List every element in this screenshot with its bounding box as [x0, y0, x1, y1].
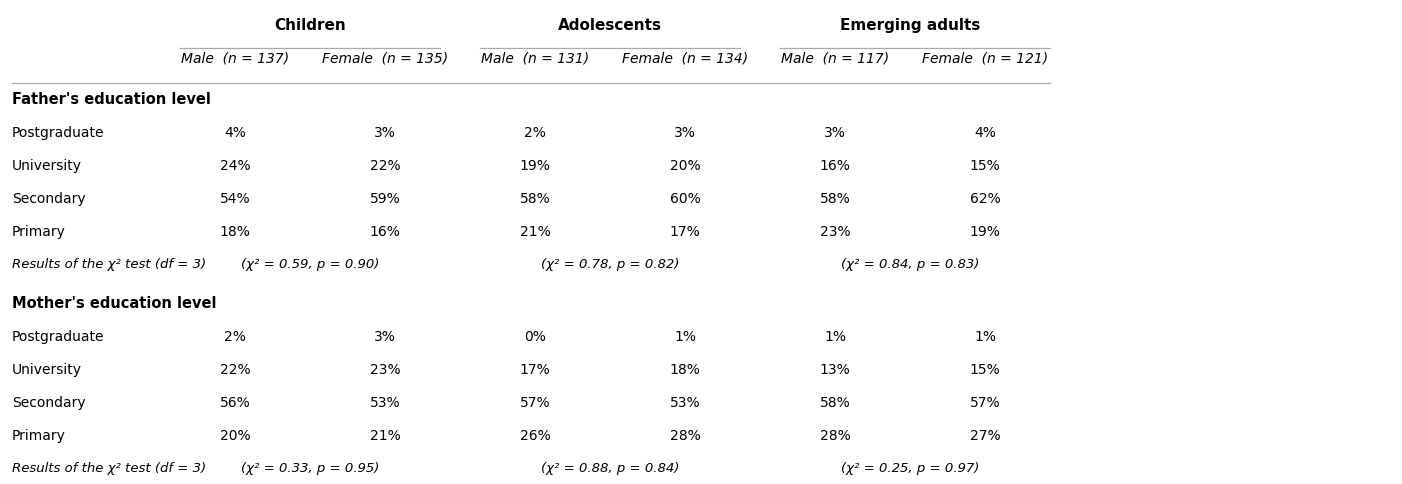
Text: 19%: 19% [520, 159, 551, 173]
Text: Secondary: Secondary [13, 192, 86, 206]
Text: 17%: 17% [670, 225, 701, 239]
Text: Results of the χ² test (df = 3): Results of the χ² test (df = 3) [13, 258, 206, 271]
Text: 16%: 16% [820, 159, 851, 173]
Text: Postgraduate: Postgraduate [13, 330, 105, 344]
Text: 23%: 23% [820, 225, 850, 239]
Text: 4%: 4% [974, 126, 995, 140]
Text: Primary: Primary [13, 225, 66, 239]
Text: (χ² = 0.25, p = 0.97): (χ² = 0.25, p = 0.97) [841, 462, 979, 475]
Text: 16%: 16% [370, 225, 401, 239]
Text: 22%: 22% [220, 363, 251, 377]
Text: 56%: 56% [220, 396, 251, 410]
Text: 13%: 13% [820, 363, 851, 377]
Text: 23%: 23% [370, 363, 401, 377]
Text: 15%: 15% [970, 159, 1001, 173]
Text: Female  (n = 135): Female (n = 135) [322, 51, 449, 65]
Text: University: University [13, 363, 81, 377]
Text: 17%: 17% [520, 363, 551, 377]
Text: 18%: 18% [670, 363, 701, 377]
Text: 60%: 60% [670, 192, 701, 206]
Text: Primary: Primary [13, 429, 66, 443]
Text: 24%: 24% [220, 159, 251, 173]
Text: Mother's education level: Mother's education level [13, 296, 216, 311]
Text: 62%: 62% [970, 192, 1001, 206]
Text: 0%: 0% [524, 330, 545, 344]
Text: (χ² = 0.59, p = 0.90): (χ² = 0.59, p = 0.90) [241, 258, 379, 271]
Text: 22%: 22% [370, 159, 401, 173]
Text: 3%: 3% [374, 126, 395, 140]
Text: 1%: 1% [674, 330, 695, 344]
Text: 26%: 26% [520, 429, 551, 443]
Text: 57%: 57% [970, 396, 1000, 410]
Text: (χ² = 0.78, p = 0.82): (χ² = 0.78, p = 0.82) [541, 258, 679, 271]
Text: Children: Children [275, 18, 346, 33]
Text: 54%: 54% [220, 192, 251, 206]
Text: 58%: 58% [520, 192, 551, 206]
Text: 3%: 3% [674, 126, 695, 140]
Text: 57%: 57% [520, 396, 551, 410]
Text: 1%: 1% [824, 330, 845, 344]
Text: Female  (n = 121): Female (n = 121) [923, 51, 1049, 65]
Text: 59%: 59% [370, 192, 401, 206]
Text: 20%: 20% [220, 429, 251, 443]
Text: 20%: 20% [670, 159, 701, 173]
Text: Female  (n = 134): Female (n = 134) [622, 51, 749, 65]
Text: 4%: 4% [224, 126, 245, 140]
Text: 21%: 21% [370, 429, 401, 443]
Text: University: University [13, 159, 81, 173]
Text: (χ² = 0.84, p = 0.83): (χ² = 0.84, p = 0.83) [841, 258, 979, 271]
Text: 2%: 2% [524, 126, 545, 140]
Text: (χ² = 0.33, p = 0.95): (χ² = 0.33, p = 0.95) [241, 462, 379, 475]
Text: Postgraduate: Postgraduate [13, 126, 105, 140]
Text: 3%: 3% [374, 330, 395, 344]
Text: 3%: 3% [824, 126, 845, 140]
Text: (χ² = 0.88, p = 0.84): (χ² = 0.88, p = 0.84) [541, 462, 679, 475]
Text: 2%: 2% [224, 330, 245, 344]
Text: 27%: 27% [970, 429, 1000, 443]
Text: 21%: 21% [520, 225, 551, 239]
Text: 53%: 53% [670, 396, 701, 410]
Text: 28%: 28% [820, 429, 851, 443]
Text: Secondary: Secondary [13, 396, 86, 410]
Text: 28%: 28% [670, 429, 701, 443]
Text: Results of the χ² test (df = 3): Results of the χ² test (df = 3) [13, 462, 206, 475]
Text: 58%: 58% [820, 396, 851, 410]
Text: 58%: 58% [820, 192, 851, 206]
Text: Emerging adults: Emerging adults [840, 18, 980, 33]
Text: Male  (n = 137): Male (n = 137) [181, 51, 289, 65]
Text: 19%: 19% [970, 225, 1001, 239]
Text: 18%: 18% [220, 225, 251, 239]
Text: 53%: 53% [370, 396, 401, 410]
Text: Father's education level: Father's education level [13, 92, 210, 107]
Text: Male  (n = 131): Male (n = 131) [481, 51, 589, 65]
Text: 15%: 15% [970, 363, 1001, 377]
Text: 1%: 1% [974, 330, 995, 344]
Text: Male  (n = 117): Male (n = 117) [781, 51, 889, 65]
Text: Adolescents: Adolescents [558, 18, 662, 33]
